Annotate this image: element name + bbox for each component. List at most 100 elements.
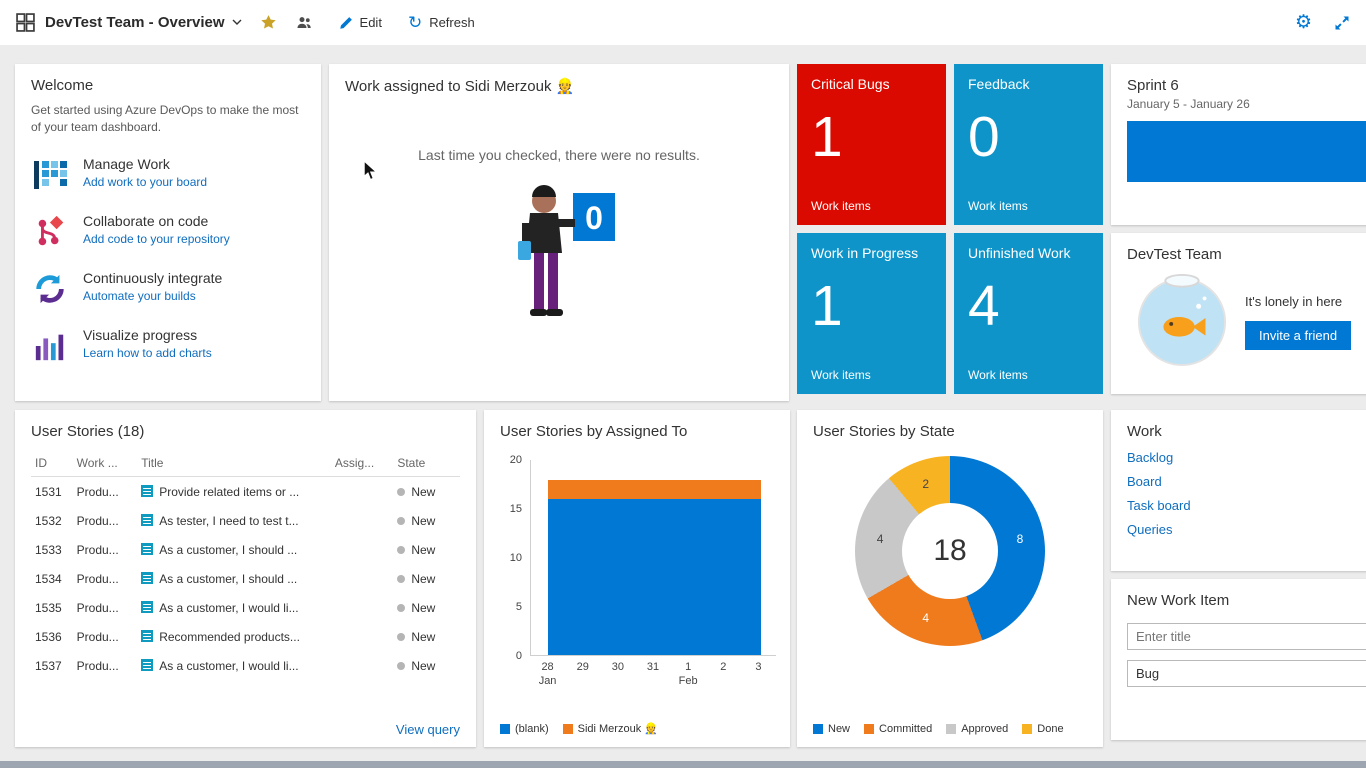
widget-title: Work assigned to Sidi Merzouk 👷 — [345, 78, 575, 95]
team-title: DevTest Team — [1127, 246, 1222, 263]
unfinished-work-tile[interactable]: Unfinished Work 4 Work items — [954, 233, 1103, 394]
tile-title: Unfinished Work — [968, 245, 1071, 261]
cell-state: New — [393, 535, 460, 564]
edit-button[interactable]: Edit — [339, 15, 382, 30]
person-illustration: 0 — [329, 173, 789, 343]
legend-swatch — [500, 723, 510, 734]
tile-title: Work in Progress — [811, 245, 919, 261]
feedback-tile[interactable]: Feedback 0 Work items — [954, 64, 1103, 225]
team-widget: DevTest Team It's lonely in here Invite … — [1111, 233, 1366, 394]
tile-count: 0 — [968, 105, 1000, 169]
work-item-title-input[interactable] — [1127, 623, 1366, 650]
column-header-id: ID — [31, 450, 73, 477]
work-link-queries[interactable]: Queries — [1127, 522, 1173, 537]
welcome-widget: Welcome Get started using Azure DevOps t… — [15, 64, 321, 401]
work-link-task-board[interactable]: Task board — [1127, 498, 1191, 513]
work-assigned-widget[interactable]: Work assigned to Sidi Merzouk 👷 Last tim… — [329, 64, 789, 401]
cell-assigned — [331, 506, 393, 535]
cell-state: New — [393, 622, 460, 651]
work-item-icon — [141, 629, 154, 642]
cell-work-type: Produ... — [76, 484, 119, 499]
work-item-type-select[interactable]: Bug ▾ — [1127, 660, 1366, 687]
x-tick-label: 3 — [755, 661, 762, 673]
welcome-item-link[interactable]: Learn how to add charts — [83, 345, 212, 360]
cell-assigned — [331, 477, 393, 507]
table-row[interactable]: 1532 Produ... As tester, I need to test t.… — [31, 506, 460, 535]
fullscreen-icon[interactable] — [1334, 15, 1350, 31]
table-header-row: ID Work ... Title Assig... State — [31, 450, 460, 477]
cell-assigned — [331, 651, 393, 680]
tile-caption: Work items — [811, 368, 871, 382]
work-in-progress-tile[interactable]: Work in Progress 1 Work items — [797, 233, 946, 394]
cell-title: As a customer, I should ... — [137, 535, 331, 564]
table-row[interactable]: 1536 Produ... Recommended products... New — [31, 622, 460, 651]
cell-title: As tester, I need to test t... — [137, 506, 331, 535]
team-members-icon[interactable] — [295, 15, 313, 31]
settings-gear-icon[interactable]: ⚙ — [1294, 12, 1312, 33]
widget-title: Welcome — [31, 77, 94, 94]
table-row[interactable]: 1533 Produ... As a customer, I should ... N… — [31, 535, 460, 564]
state-chart-legend: New Committed Approved Done — [813, 723, 1064, 735]
work-item-icon — [141, 658, 154, 671]
cell-assigned — [331, 535, 393, 564]
work-link-backlog[interactable]: Backlog — [1127, 450, 1174, 465]
y-tick-label: 20 — [509, 454, 522, 466]
critical-bugs-tile[interactable]: Critical Bugs 1 Work items — [797, 64, 946, 225]
slice-value-label: 4 — [922, 610, 930, 625]
x-tick-label: 2 — [720, 661, 727, 673]
welcome-item-link[interactable]: Add code to your repository — [83, 231, 230, 246]
zero-sign-label: 0 — [585, 200, 603, 236]
sprint-widget: Sprint 6 January 5 - January 26 — [1111, 64, 1366, 225]
widget-title: User Stories (18) — [31, 423, 145, 440]
work-item-icon — [141, 571, 154, 584]
table-row[interactable]: 1537 Produ... As a customer, I would li...… — [31, 651, 460, 680]
invite-friend-button[interactable]: Invite a friend — [1245, 320, 1352, 350]
sprint-progress-bar[interactable] — [1127, 121, 1366, 182]
state-dot-icon — [397, 632, 406, 641]
cell-state: New — [393, 477, 460, 507]
empty-results-message: Last time you checked, there were no res… — [418, 147, 700, 163]
pencil-icon — [339, 16, 352, 29]
tile-title: Feedback — [968, 76, 1030, 92]
welcome-item-title: Collaborate on code — [83, 212, 209, 229]
state-dot-icon — [397, 603, 406, 612]
welcome-item-title: Continuously integrate — [83, 269, 223, 286]
refresh-button[interactable]: ↻ Refresh — [407, 13, 475, 32]
view-query-link[interactable]: View query — [395, 722, 460, 737]
table-row[interactable]: 1535 Produ... As a customer, I would li...… — [31, 593, 460, 622]
assigned-chart-plot[interactable] — [530, 460, 776, 656]
welcome-intro: Get started using Azure DevOps to make t… — [31, 103, 299, 135]
refresh-icon: ↻ — [407, 13, 423, 32]
y-axis-ticks: 0 5 10 15 20 — [500, 454, 526, 662]
legend-item: Approved — [946, 723, 1008, 735]
legend-label: New — [828, 723, 851, 735]
table-row[interactable]: 1531 Produ... Provide related items or ...… — [31, 477, 460, 507]
welcome-item-link[interactable]: Add work to your board — [83, 174, 208, 189]
user-stories-tbody: 1531 Produ... Provide related items or ...… — [31, 477, 460, 681]
work-item-icon — [141, 484, 154, 497]
legend-swatch — [1022, 724, 1033, 734]
sprint-title: Sprint 6 — [1127, 77, 1179, 94]
table-row[interactable]: 1534 Produ... As a customer, I should ... N… — [31, 564, 460, 593]
welcome-item-link[interactable]: Automate your builds — [83, 288, 196, 303]
work-link-board[interactable]: Board — [1127, 474, 1162, 489]
state-donut-chart[interactable]: 18 8 4 4 2 — [855, 456, 1045, 646]
y-tick-label: 10 — [509, 552, 522, 564]
x-tick-label: 28 Jan — [538, 661, 557, 688]
new-work-item-widget: New Work Item Bug ▾ Create — [1111, 579, 1366, 740]
cell-id: 1532 — [35, 513, 62, 528]
favorite-star-icon[interactable] — [260, 14, 277, 31]
work-item-type-value: Bug — [1136, 666, 1160, 681]
y-tick-label: 15 — [509, 503, 522, 515]
state-dot-icon — [397, 545, 406, 554]
cell-title: Recommended products... — [137, 622, 331, 651]
dashboard-title[interactable]: DevTest Team - Overview — [45, 14, 225, 31]
welcome-item-manage-work: Manage Work Add work to your board — [15, 144, 321, 194]
chevron-down-icon[interactable] — [232, 19, 242, 26]
dashboard-grid-icon[interactable] — [16, 13, 35, 32]
legend-label: (blank) — [515, 722, 549, 735]
user-stories-by-assigned-widget: User Stories by Assigned To 0 5 10 15 20 28 … — [484, 410, 790, 747]
cell-state: New — [393, 506, 460, 535]
y-tick-label: 5 — [515, 601, 522, 613]
x-tick-label: 30 — [611, 661, 624, 673]
